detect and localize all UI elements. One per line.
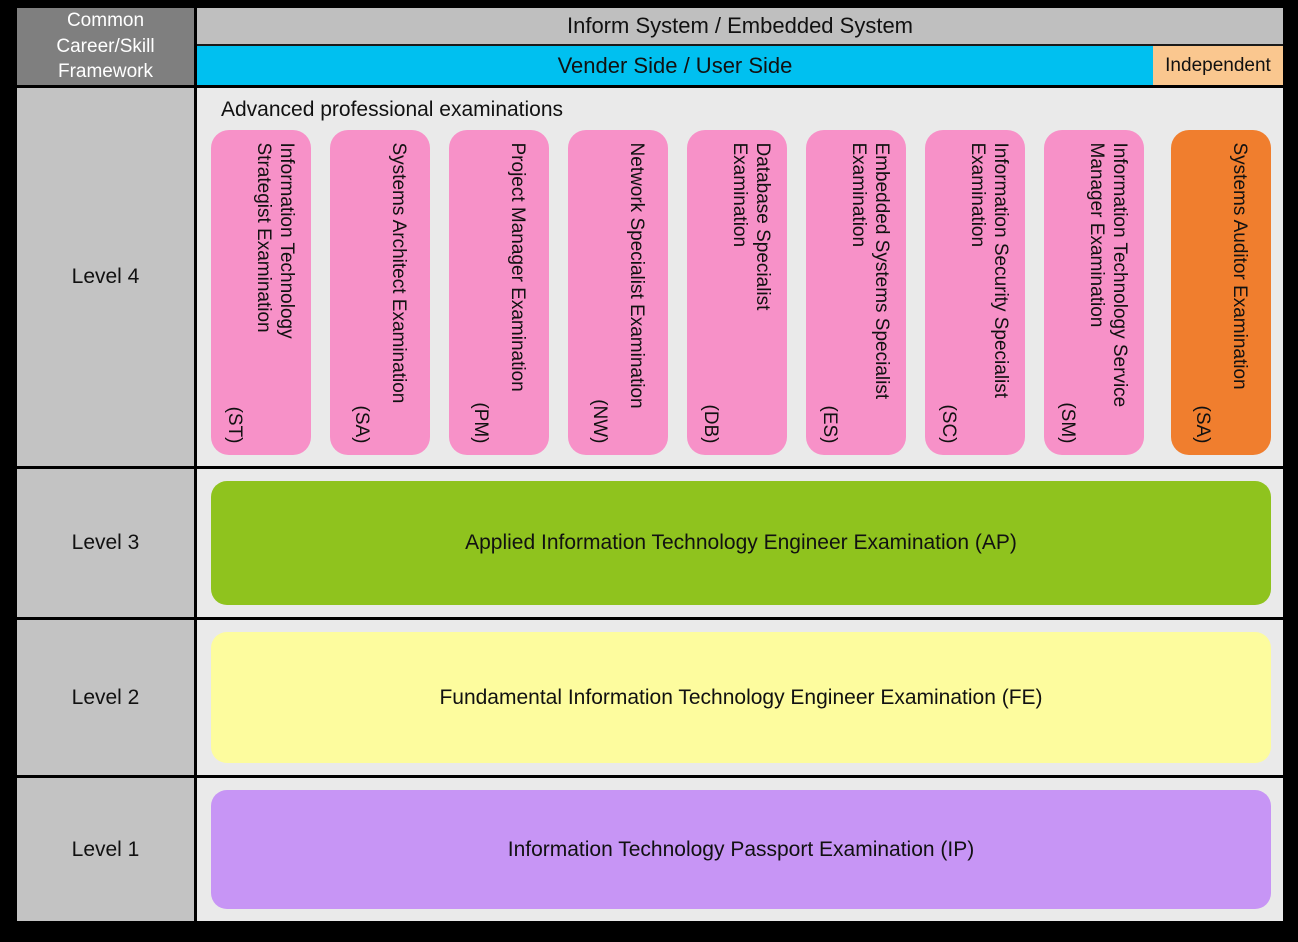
header-system-bar: Inform System / Embedded System	[197, 8, 1283, 46]
level3-area: Applied Information Technology Engineer …	[197, 469, 1283, 617]
exam-name: Systems Auditor Examination	[1228, 142, 1250, 390]
corner-cell-common-career-skill-framework: Common Career/Skill Framework	[17, 8, 194, 85]
exam-name: Network Specialist Examination	[625, 142, 647, 409]
exam-name: Information Technology Service Manager E…	[1085, 142, 1131, 407]
exam-name: Embedded Systems Specialist Examination	[847, 142, 893, 399]
framework-diagram: Common Career/Skill Framework Inform Sys…	[17, 8, 1283, 921]
exam-code: (SA)	[351, 405, 373, 443]
exam-rotated-text: Information Technology Strategist Examin…	[218, 142, 304, 443]
exam-code: (PM)	[470, 401, 492, 443]
exam-rotated-text: Systems Auditor Examination (SA)	[1178, 142, 1264, 443]
exam-band-ip: Information Technology Passport Examinat…	[211, 790, 1271, 909]
exam-box-es: Embedded Systems Specialist Examination …	[806, 130, 906, 455]
exam-rotated-text: Embedded Systems Specialist Examination …	[813, 142, 899, 443]
exam-code: (NW)	[589, 398, 611, 443]
header-vender-side-bar: Vender Side / User Side	[197, 46, 1153, 85]
header-independent-cell: Independent	[1153, 46, 1283, 85]
level-cell-2: Level 2	[17, 620, 194, 775]
advanced-examinations-title: Advanced professional examinations	[221, 98, 564, 121]
exam-rotated-text: Information Technology Service Manager E…	[1051, 142, 1137, 443]
exam-box-pm: Project Manager Examination (PM)	[449, 130, 549, 455]
exam-box-systems-auditor: Systems Auditor Examination (SA)	[1171, 130, 1271, 455]
exam-name: Information Technology Strategist Examin…	[252, 142, 298, 339]
level-cell-1: Level 1	[17, 778, 194, 921]
header-side-row: Vender Side / User Side Independent	[197, 46, 1283, 85]
exam-box-sm: Information Technology Service Manager E…	[1044, 130, 1144, 455]
exam-band-fe: Fundamental Information Technology Engin…	[211, 632, 1271, 763]
exam-name: Project Manager Examination	[506, 142, 528, 392]
exam-rotated-text: Information Security Specialist Examinat…	[932, 142, 1018, 443]
exam-rotated-text: Network Specialist Examination (NW)	[575, 142, 661, 443]
exam-row: Information Technology Strategist Examin…	[211, 130, 1271, 455]
level-cell-4: Level 4	[17, 88, 194, 466]
exam-name: Database Specialist Examination	[728, 142, 774, 310]
exam-code: (SC)	[938, 403, 960, 443]
exam-box-nw: Network Specialist Examination (NW)	[568, 130, 668, 455]
header-area: Inform System / Embedded System Vender S…	[197, 8, 1283, 85]
exam-name: Information Security Specialist Examinat…	[966, 142, 1012, 398]
exam-code: (DB)	[700, 403, 722, 443]
exam-band-ap: Applied Information Technology Engineer …	[211, 481, 1271, 605]
exam-name: Systems Architect Examination	[387, 142, 409, 403]
exam-rotated-text: Systems Architect Examination (SA)	[337, 142, 423, 443]
exam-rotated-text: Project Manager Examination (PM)	[456, 142, 542, 443]
level2-area: Fundamental Information Technology Engin…	[197, 620, 1283, 775]
exam-box-db: Database Specialist Examination (DB)	[687, 130, 787, 455]
exam-code: (ES)	[819, 405, 841, 443]
exam-box-sa: Systems Architect Examination (SA)	[330, 130, 430, 455]
exam-box-st: Information Technology Strategist Examin…	[211, 130, 311, 455]
level4-area: Advanced professional examinations Infor…	[197, 88, 1283, 466]
level1-area: Information Technology Passport Examinat…	[197, 778, 1283, 921]
exam-code: (ST)	[224, 406, 246, 443]
exam-rotated-text: Database Specialist Examination (DB)	[694, 142, 780, 443]
level-cell-3: Level 3	[17, 469, 194, 617]
exam-code: (SA)	[1192, 405, 1214, 443]
exam-code: (SM)	[1057, 401, 1079, 443]
exam-box-sc: Information Security Specialist Examinat…	[925, 130, 1025, 455]
